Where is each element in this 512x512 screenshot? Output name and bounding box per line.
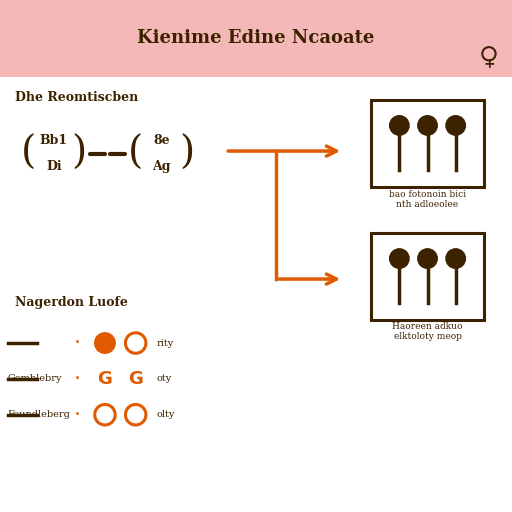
Text: (: (	[20, 135, 36, 172]
Text: Di: Di	[46, 160, 61, 173]
Circle shape	[418, 249, 437, 268]
Text: Foundleberg: Foundleberg	[8, 410, 71, 419]
Circle shape	[390, 249, 409, 268]
Text: Gemblebry: Gemblebry	[8, 374, 62, 383]
Text: 8e: 8e	[153, 134, 169, 147]
Bar	[371, 100, 484, 187]
Text: ·: ·	[73, 404, 80, 425]
Text: (: (	[128, 135, 143, 172]
Bar	[371, 233, 484, 320]
Text: Kienime Edine Ncaoate: Kienime Edine Ncaoate	[137, 29, 375, 48]
Text: oty: oty	[156, 374, 172, 383]
Text: Dhe Reomtiscben: Dhe Reomtiscben	[15, 91, 139, 104]
Circle shape	[390, 116, 409, 135]
Text: Bb1: Bb1	[40, 134, 68, 147]
Text: Haoreen adkuo
elktoloty meop: Haoreen adkuo elktoloty meop	[392, 322, 463, 342]
Text: ·: ·	[73, 333, 80, 353]
Text: G: G	[128, 370, 143, 388]
Text: ): )	[179, 135, 195, 172]
Circle shape	[446, 249, 465, 268]
Text: ·: ·	[73, 369, 80, 389]
Text: olty: olty	[156, 410, 175, 419]
Text: Nagerdon Luofe: Nagerdon Luofe	[15, 295, 128, 309]
Circle shape	[446, 116, 465, 135]
Text: G: G	[97, 370, 113, 388]
Text: bao fotonoin bici
nth adloeolee: bao fotonoin bici nth adloeolee	[389, 190, 466, 209]
Text: Ag: Ag	[152, 160, 170, 173]
Text: ): )	[72, 135, 87, 172]
Text: +: +	[483, 57, 495, 71]
Text: rity: rity	[156, 338, 174, 348]
Circle shape	[418, 116, 437, 135]
FancyBboxPatch shape	[0, 0, 512, 77]
Circle shape	[95, 333, 115, 353]
